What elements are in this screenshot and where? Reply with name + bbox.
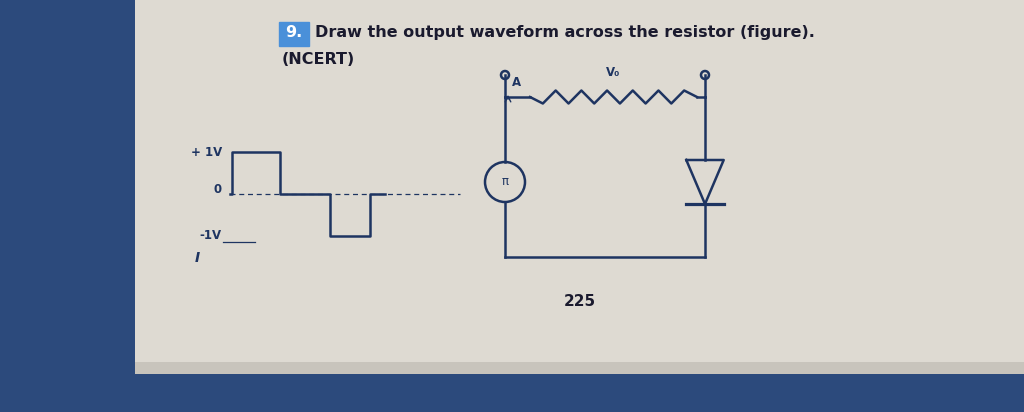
Text: (NCERT): (NCERT) (282, 52, 355, 67)
Text: 225: 225 (564, 295, 596, 309)
Bar (135, 0, 1024, 412)
Text: I: I (195, 251, 200, 265)
FancyBboxPatch shape (279, 22, 309, 46)
Text: π: π (502, 176, 509, 189)
Text: 9.: 9. (286, 25, 303, 40)
Bar (0, 0, 135, 412)
Text: A: A (512, 76, 521, 89)
Bar (135, 362, 1024, 374)
Text: -1V: -1V (200, 229, 222, 243)
Text: Draw the output waveform across the resistor (figure).: Draw the output waveform across the resi… (315, 25, 815, 40)
Text: V₀: V₀ (606, 66, 621, 79)
Text: + 1V: + 1V (190, 145, 222, 159)
Bar (0, 374, 1024, 412)
Text: 0: 0 (214, 183, 222, 197)
